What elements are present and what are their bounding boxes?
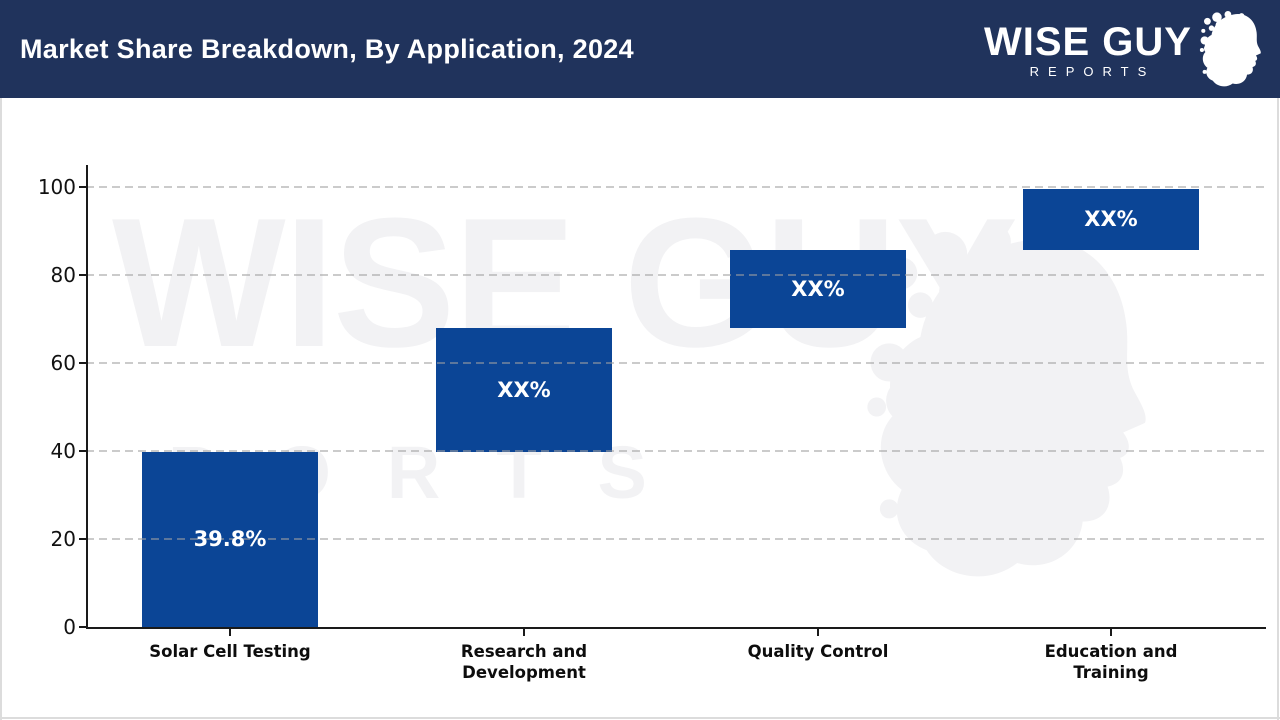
bar-segment: [730, 249, 906, 328]
y-axis-tick-label: 40: [50, 439, 76, 463]
bar-segment: [436, 327, 612, 452]
x-axis-tickmark: [1110, 629, 1112, 636]
bar-value-label: 39.8%: [193, 527, 267, 552]
chart-canvas: WISE GUY PORTS 0 20 40 60 80 100 39.8% Solar Ce…: [0, 98, 1280, 720]
y-axis-tick-label: 80: [50, 263, 76, 287]
plot-area: 0 20 40 60 80 100 39.8% Solar Cell Testing XX% Re…: [0, 98, 1280, 720]
y-axis-tick-label: 60: [50, 351, 76, 375]
x-axis-tickmark: [229, 629, 231, 636]
y-axis-tick-label: 0: [63, 615, 76, 639]
y-gridline: [86, 450, 1266, 452]
logo-subtitle-text: REPORTS: [1029, 64, 1156, 79]
bar-value-label: XX%: [791, 276, 845, 301]
y-gridline: [86, 362, 1266, 364]
y-axis-tick-label: 100: [37, 175, 76, 199]
x-axis-line: [86, 627, 1266, 629]
watermark-face-icon: [867, 225, 1146, 577]
x-axis-tickmark: [523, 629, 525, 636]
y-gridline: [86, 538, 1266, 540]
y-axis-tickmark: [79, 626, 86, 628]
bar-value-label: XX%: [1084, 207, 1138, 232]
bottom-border: [0, 717, 1280, 719]
y-axis-tickmark: [79, 186, 86, 188]
y-gridline: [86, 274, 1266, 276]
bar-value-label: XX%: [497, 377, 551, 402]
x-axis-tickmark: [817, 629, 819, 636]
wise-guy-logo: WISE GUY REPORTS: [984, 8, 1268, 92]
y-axis-tick-label: 20: [50, 527, 76, 551]
y-axis-line: [86, 165, 88, 629]
x-axis-category-label: Solar Cell Testing: [149, 642, 311, 661]
page-title: Market Share Breakdown, By Application, …: [20, 33, 634, 64]
y-axis-tickmark: [79, 362, 86, 364]
right-border: [1277, 98, 1279, 720]
y-gridline: [86, 186, 1266, 188]
x-axis-category-label: Quality Control: [747, 642, 889, 661]
left-border: [0, 98, 2, 720]
y-axis-tickmark: [79, 538, 86, 540]
x-axis-category-label: Education and Training: [1044, 642, 1178, 682]
x-axis-category-label: Research and Development: [460, 642, 588, 682]
wise-guy-face-icon: [1199, 11, 1261, 87]
y-axis-tickmark: [79, 450, 86, 452]
bar-segment: [1023, 188, 1199, 250]
logo-wordmark: WISE GUY REPORTS: [984, 21, 1192, 79]
logo-title-text: WISE GUY: [983, 20, 1192, 64]
y-axis-tickmark: [79, 274, 86, 276]
header-banner: Market Share Breakdown, By Application, …: [0, 0, 1280, 98]
